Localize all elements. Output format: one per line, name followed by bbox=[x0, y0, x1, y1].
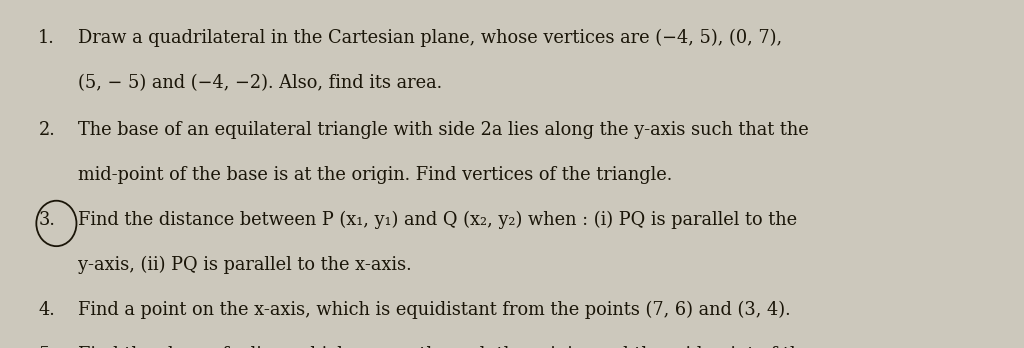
Text: y-axis, (ii) PQ is parallel to the x-axis.: y-axis, (ii) PQ is parallel to the x-axi… bbox=[79, 256, 412, 274]
Text: 4.: 4. bbox=[38, 301, 55, 319]
Text: Draw a quadrilateral in the Cartesian plane, whose vertices are (−4, 5), (0, 7),: Draw a quadrilateral in the Cartesian pl… bbox=[79, 29, 782, 47]
Text: 3.: 3. bbox=[38, 211, 55, 229]
Text: Find the distance between P (x₁, y₁) and Q (x₂, y₂) when : (i) PQ is parallel to: Find the distance between P (x₁, y₁) and… bbox=[79, 211, 798, 229]
Text: 1.: 1. bbox=[38, 29, 55, 47]
Text: 5.: 5. bbox=[38, 346, 55, 348]
Text: The base of an equilateral triangle with side 2a lies along the y-axis such that: The base of an equilateral triangle with… bbox=[79, 120, 809, 139]
Text: mid-point of the base is at the origin. Find vertices of the triangle.: mid-point of the base is at the origin. … bbox=[79, 166, 673, 184]
Text: Find a point on the x-axis, which is equidistant from the points (7, 6) and (3, : Find a point on the x-axis, which is equ… bbox=[79, 301, 792, 319]
Text: 2.: 2. bbox=[38, 120, 55, 139]
Text: Find the slope of a line, which passes through the origin, and the mid-point of : Find the slope of a line, which passes t… bbox=[79, 346, 812, 348]
Text: (5, − 5) and (−4, −2). Also, find its area.: (5, − 5) and (−4, −2). Also, find its ar… bbox=[79, 74, 442, 92]
